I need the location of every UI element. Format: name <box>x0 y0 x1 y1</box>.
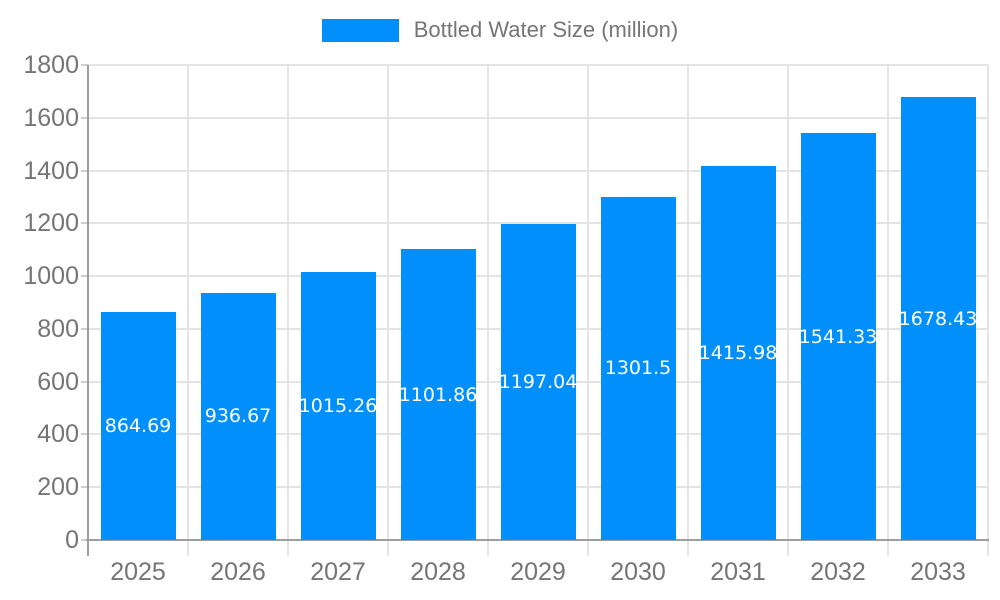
x-tick-label: 2027 <box>310 558 366 586</box>
horizontal-gridline <box>88 64 988 66</box>
bar-value-label: 1415.98 <box>700 342 776 365</box>
y-axis-tick <box>81 433 88 436</box>
bar-value-label: 1015.26 <box>300 395 376 418</box>
y-axis-tick <box>81 486 88 489</box>
bar-value-label: 1101.86 <box>400 383 476 406</box>
bar[interactable]: 864.69 <box>100 311 176 540</box>
vertical-gridline <box>487 65 489 556</box>
y-axis-tick <box>81 169 88 172</box>
vertical-gridline <box>887 65 889 556</box>
y-tick-label: 200 <box>37 473 79 502</box>
y-axis-tick <box>81 539 88 541</box>
y-tick-label: 0 <box>65 526 79 554</box>
x-tick-label: 2030 <box>610 558 666 586</box>
bar[interactable]: 1197.04 <box>500 224 576 540</box>
vertical-gridline <box>387 65 389 556</box>
y-tick-label: 1200 <box>23 209 79 238</box>
legend-item[interactable]: Bottled Water Size (million) <box>321 17 679 43</box>
bar-value-label: 864.69 <box>104 414 172 437</box>
y-tick-label: 1400 <box>23 156 79 185</box>
horizontal-gridline <box>88 222 988 225</box>
x-tick-label: 2028 <box>410 558 466 586</box>
vertical-gridline <box>787 65 789 556</box>
x-tick-label: 2026 <box>210 558 266 586</box>
bar[interactable]: 1101.86 <box>400 249 476 540</box>
bar[interactable]: 936.67 <box>200 292 276 540</box>
legend-swatch-icon <box>321 18 399 42</box>
y-axis-tick <box>81 116 88 119</box>
x-tick-label: 2032 <box>810 558 866 586</box>
legend-label: Bottled Water Size (million) <box>413 17 679 42</box>
bar[interactable]: 1301.5 <box>600 196 676 540</box>
x-tick-label: 2033 <box>910 558 966 586</box>
y-axis-tick <box>81 222 88 225</box>
bar-value-label: 936.67 <box>204 405 272 428</box>
y-tick-label: 1000 <box>23 262 79 291</box>
y-axis-tick <box>81 327 88 330</box>
vertical-gridline <box>687 65 689 556</box>
y-tick-label: 600 <box>37 367 79 396</box>
y-axis-line <box>87 65 89 556</box>
vertical-gridline <box>587 65 589 556</box>
vertical-gridline <box>987 65 989 556</box>
bar[interactable]: 1541.33 <box>800 133 876 540</box>
bar[interactable]: 1678.43 <box>900 97 976 540</box>
bar[interactable]: 1415.98 <box>700 166 776 540</box>
y-axis-tick <box>81 380 88 383</box>
bar-value-label: 1197.04 <box>500 371 576 394</box>
x-tick-label: 2029 <box>510 558 566 586</box>
horizontal-gridline <box>88 116 988 119</box>
bar[interactable]: 1015.26 <box>300 272 376 540</box>
vertical-gridline <box>287 65 289 556</box>
y-tick-label: 800 <box>37 314 79 343</box>
y-tick-label: 1800 <box>23 51 79 79</box>
y-axis-tick <box>81 64 88 66</box>
x-tick-label: 2025 <box>110 558 166 586</box>
bar-value-label: 1541.33 <box>800 325 876 348</box>
y-tick-label: 400 <box>37 420 79 449</box>
y-axis-tick <box>81 275 88 278</box>
bar-value-label: 1301.5 <box>604 357 672 380</box>
bar-value-label: 1678.43 <box>900 307 976 330</box>
vertical-gridline <box>187 65 189 556</box>
y-tick-label: 1600 <box>23 103 79 132</box>
legend: Bottled Water Size (million) <box>0 17 1000 43</box>
x-axis-line <box>86 539 989 541</box>
horizontal-gridline <box>88 169 988 172</box>
x-tick-label: 2031 <box>710 558 766 586</box>
